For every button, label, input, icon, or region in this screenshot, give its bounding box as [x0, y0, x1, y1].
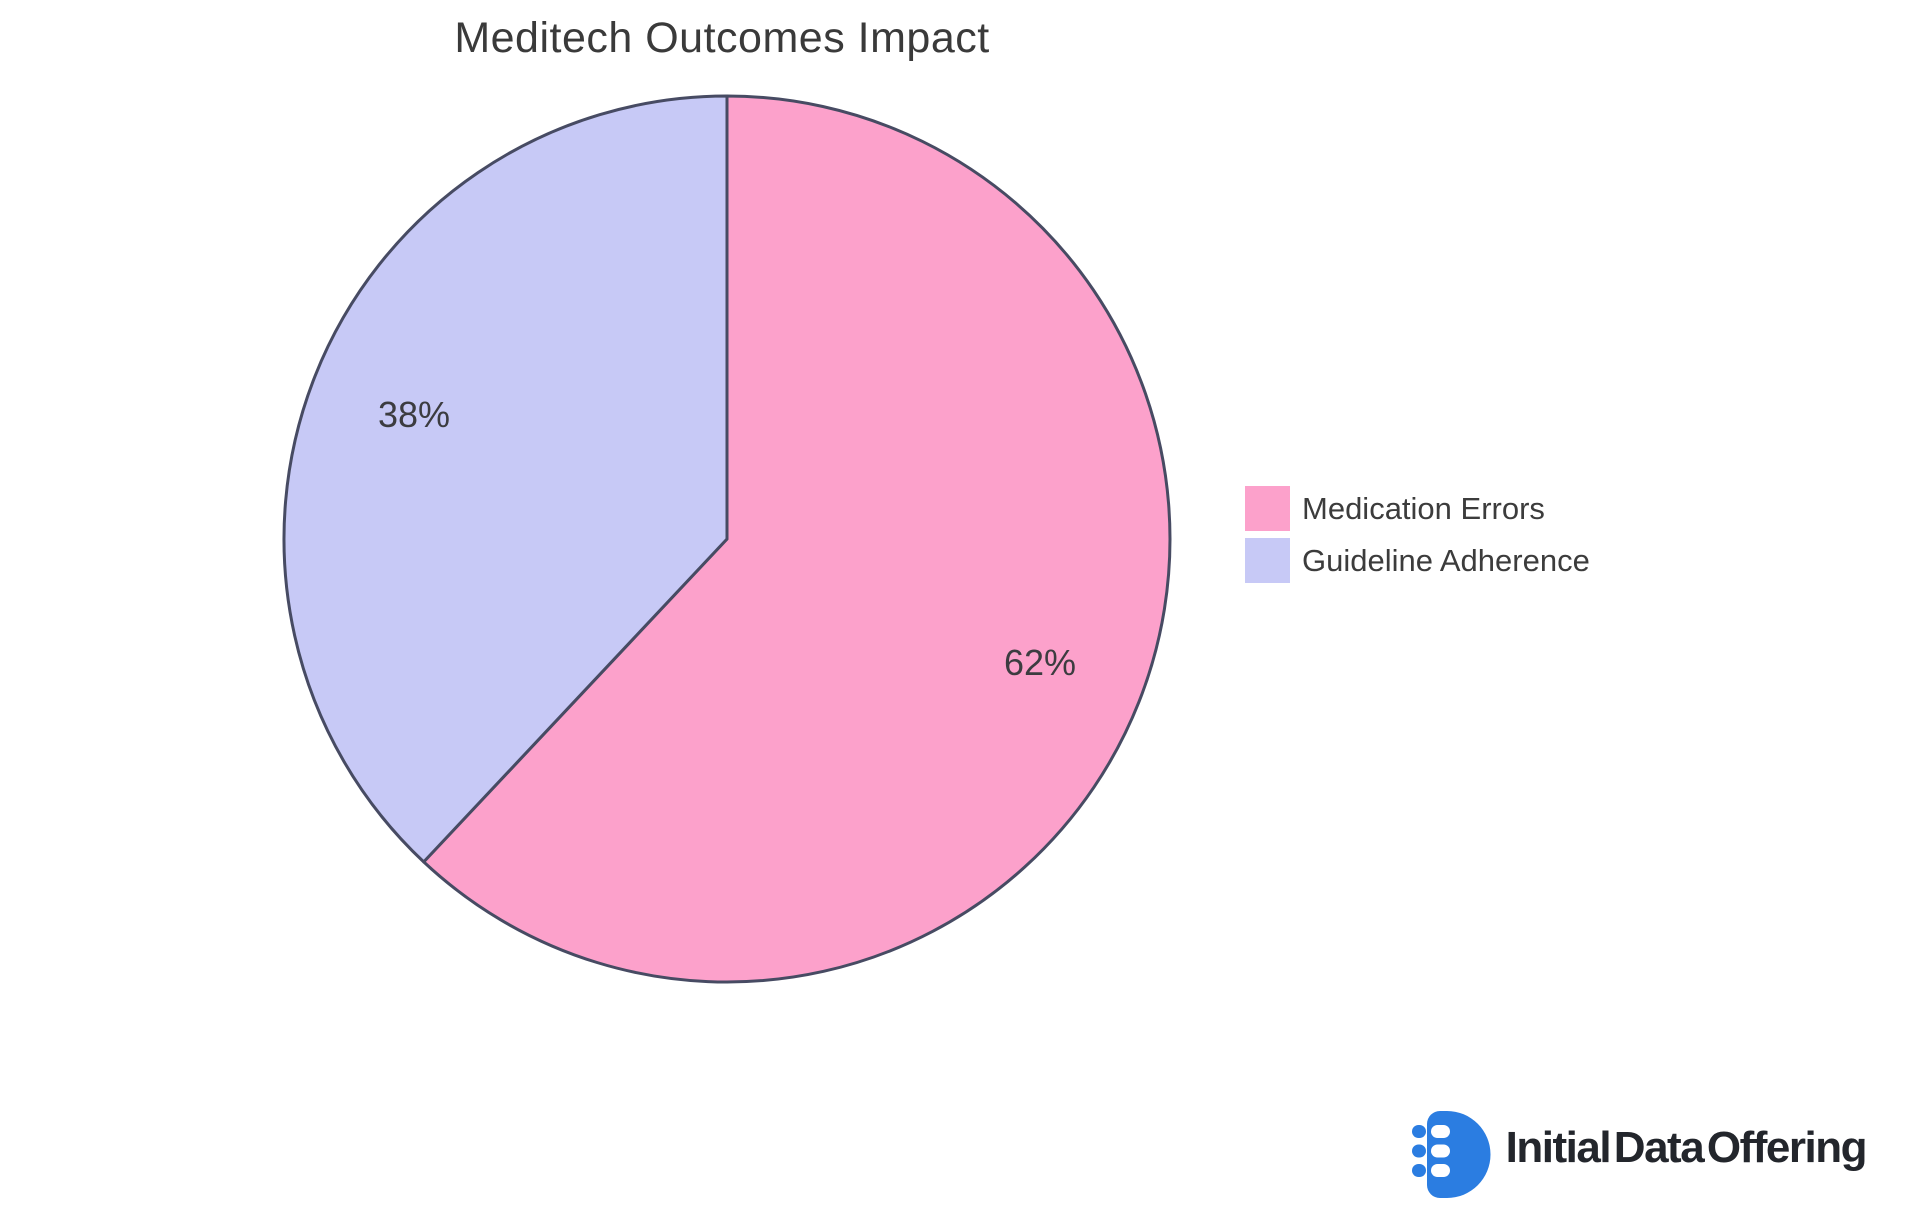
pie-slice-medication-errors — [422, 94, 1172, 984]
legend-label: Medication Errors — [1302, 490, 1545, 526]
legend-label: Guideline Adherence — [1302, 542, 1590, 578]
legend-swatch — [1245, 538, 1290, 583]
ido-notebook-d-icon — [1411, 1111, 1491, 1198]
brand-logo: Initial Data Offering — [1411, 1107, 1868, 1202]
pie-percent-label: 38% — [378, 394, 450, 435]
pie-percent-label: 62% — [1004, 642, 1076, 683]
brand-logo-text: Initial Data Offering — [1505, 1122, 1868, 1172]
legend-swatch — [1245, 486, 1290, 531]
chart-title: Meditech Outcomes Impact — [454, 14, 990, 62]
pie-slice-guideline-adherence — [282, 94, 729, 864]
legend-item-guideline-adherence: Guideline Adherence — [1245, 538, 1590, 583]
legend-item-medication-errors: Medication Errors — [1245, 486, 1590, 531]
chart-legend: Medication Errors Guideline Adherence — [1245, 486, 1590, 583]
